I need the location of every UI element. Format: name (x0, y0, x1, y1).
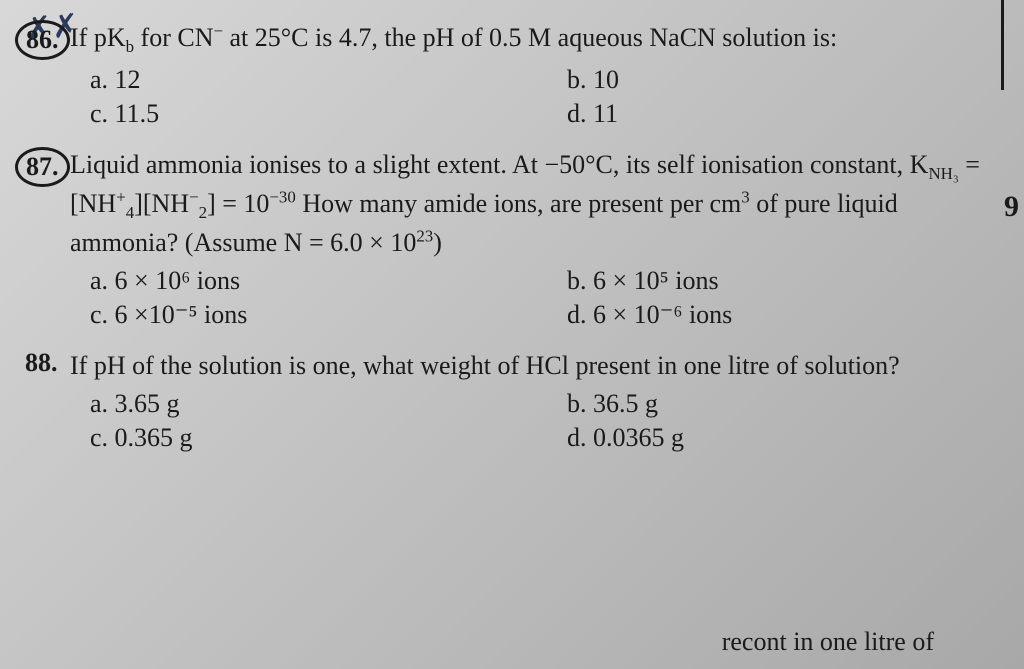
q87-text-p7: ) (433, 228, 442, 257)
option-88-b: b. 36.5 g (567, 389, 984, 419)
option-87-d: d. 6 × 10⁻⁶ ions (567, 300, 984, 330)
q87-sub2: 4 (126, 203, 134, 222)
option-87-a: a. 6 × 10⁶ ions (90, 266, 507, 296)
opt-value: 0.0365 g (593, 423, 684, 452)
opt-value: 36.5 g (593, 389, 658, 418)
page-content: 86. If pKb for CN− at 25°C is 4.7, the p… (0, 0, 1024, 491)
option-86-a: a. 12 (90, 65, 507, 95)
option-87-b: b. 6 × 10⁵ ions (567, 266, 984, 296)
q86-text-p2: for CN (134, 23, 213, 52)
cutoff-text-bottom: recont in one litre of (722, 627, 934, 657)
q88-text-p1: If pH of the solution is one, what weigh… (70, 351, 900, 380)
opt-label: d. (567, 99, 587, 128)
opt-value: 3.65 g (115, 389, 180, 418)
opt-value: 6 × 10⁵ ions (593, 266, 719, 295)
opt-value: 6 × 10⁶ ions (115, 266, 241, 295)
q87-sub1: NH₃ (928, 164, 958, 183)
option-86-c: c. 11.5 (90, 99, 507, 129)
opt-label: a. (90, 389, 108, 418)
question-86: 86. If pKb for CN− at 25°C is 4.7, the p… (70, 20, 984, 129)
option-88-d: d. 0.0365 g (567, 423, 984, 453)
q87-sub3: 2 (199, 203, 207, 222)
opt-label: c. (90, 99, 108, 128)
opt-value: 12 (115, 65, 141, 94)
q87-sup5: 23 (416, 226, 433, 245)
opt-label: a. (90, 65, 108, 94)
options-86: a. 12 b. 10 c. 11.5 d. 11 (90, 65, 984, 129)
question-number-86: 86. (15, 20, 70, 60)
q87-sup4: 3 (741, 187, 749, 206)
q86-sub1: b (126, 37, 134, 56)
q87-text-p4: ] = 10 (207, 189, 269, 218)
question-87: 87. Liquid ammonia ionises to a slight e… (70, 147, 984, 330)
options-87: a. 6 × 10⁶ ions b. 6 × 10⁵ ions c. 6 ×10… (90, 266, 984, 330)
opt-label: b. (567, 266, 587, 295)
question-number-87: 87. (15, 147, 70, 187)
option-87-c: c. 6 ×10⁻⁵ ions (90, 300, 507, 330)
question-number-88: 88. (25, 348, 58, 378)
opt-value: 6 × 10⁻⁶ ions (593, 300, 732, 329)
q86-text-p1: If pK (70, 23, 126, 52)
q87-sup1: + (116, 187, 126, 206)
option-86-b: b. 10 (567, 65, 984, 95)
q87-text-p5: How many amide ions, are present per cm (296, 189, 741, 218)
opt-value: 10 (593, 65, 619, 94)
opt-label: b. (567, 389, 587, 418)
opt-label: d. (567, 423, 587, 452)
opt-value: 11 (593, 99, 618, 128)
option-88-a: a. 3.65 g (90, 389, 507, 419)
question-text-88: If pH of the solution is one, what weigh… (70, 348, 984, 383)
opt-label: c. (90, 423, 108, 452)
question-text-86: If pKb for CN− at 25°C is 4.7, the pH of… (70, 20, 984, 59)
question-text-87: Liquid ammonia ionises to a slight exten… (70, 147, 984, 260)
question-88: 88. If pH of the solution is one, what w… (70, 348, 984, 453)
opt-value: 6 ×10⁻⁵ ions (115, 300, 248, 329)
q86-sup1: − (213, 21, 223, 40)
options-88: a. 3.65 g b. 36.5 g c. 0.365 g d. 0.0365… (90, 389, 984, 453)
q87-sup2: − (189, 187, 199, 206)
opt-value: 0.365 g (115, 423, 193, 452)
opt-label: c. (90, 300, 108, 329)
q87-text-p1: Liquid ammonia ionises to a slight exten… (70, 150, 928, 179)
option-88-c: c. 0.365 g (90, 423, 507, 453)
q87-sup3: −30 (269, 187, 295, 206)
opt-value: 11.5 (115, 99, 160, 128)
opt-label: b. (567, 65, 587, 94)
option-86-d: d. 11 (567, 99, 984, 129)
opt-label: a. (90, 266, 108, 295)
q86-text-p3: at 25°C is 4.7, the pH of 0.5 M aqueous … (223, 23, 837, 52)
q87-text-p3: ][NH (134, 189, 189, 218)
opt-label: d. (567, 300, 587, 329)
